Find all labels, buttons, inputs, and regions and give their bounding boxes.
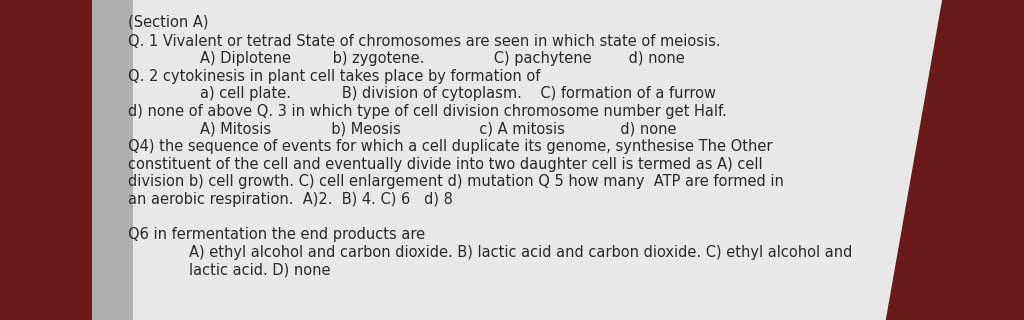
Text: (Section A): (Section A): [128, 14, 209, 29]
Text: a) cell plate.           B) division of cytoplasm.    C) formation of a furrow: a) cell plate. B) division of cytoplasm.…: [200, 86, 716, 101]
Text: division b) cell growth. C) cell enlargement d) mutation Q 5 how many  ATP are f: division b) cell growth. C) cell enlarge…: [128, 174, 784, 189]
Text: A) Mitosis             b) Meosis                 c) A mitosis            d) none: A) Mitosis b) Meosis c) A mitosis d) non…: [200, 122, 676, 137]
Text: A) ethyl alcohol and carbon dioxide. B) lactic acid and carbon dioxide. C) ethyl: A) ethyl alcohol and carbon dioxide. B) …: [189, 245, 853, 260]
Text: d) none of above Q. 3 in which type of cell division chromosome number get Half.: d) none of above Q. 3 in which type of c…: [128, 104, 727, 119]
Text: Q. 1 Vivalent or tetrad State of chromosomes are seen in which state of meiosis.: Q. 1 Vivalent or tetrad State of chromos…: [128, 34, 721, 49]
FancyBboxPatch shape: [92, 0, 133, 320]
Text: Q. 2 cytokinesis in plant cell takes place by formation of: Q. 2 cytokinesis in plant cell takes pla…: [128, 69, 541, 84]
Text: A) Diplotene         b) zygotene.               C) pachytene        d) none: A) Diplotene b) zygotene. C) pachytene d…: [200, 51, 684, 66]
Text: Q6 in fermentation the end products are: Q6 in fermentation the end products are: [128, 227, 425, 242]
Text: lactic acid. D) none: lactic acid. D) none: [189, 262, 331, 277]
Polygon shape: [92, 0, 942, 320]
Text: an aerobic respiration.  A)2.  B) 4. C) 6   d) 8: an aerobic respiration. A)2. B) 4. C) 6 …: [128, 192, 453, 207]
Text: Q4) the sequence of events for which a cell duplicate its genome, synthesise The: Q4) the sequence of events for which a c…: [128, 139, 772, 154]
Text: constituent of the cell and eventually divide into two daughter cell is termed a: constituent of the cell and eventually d…: [128, 157, 763, 172]
